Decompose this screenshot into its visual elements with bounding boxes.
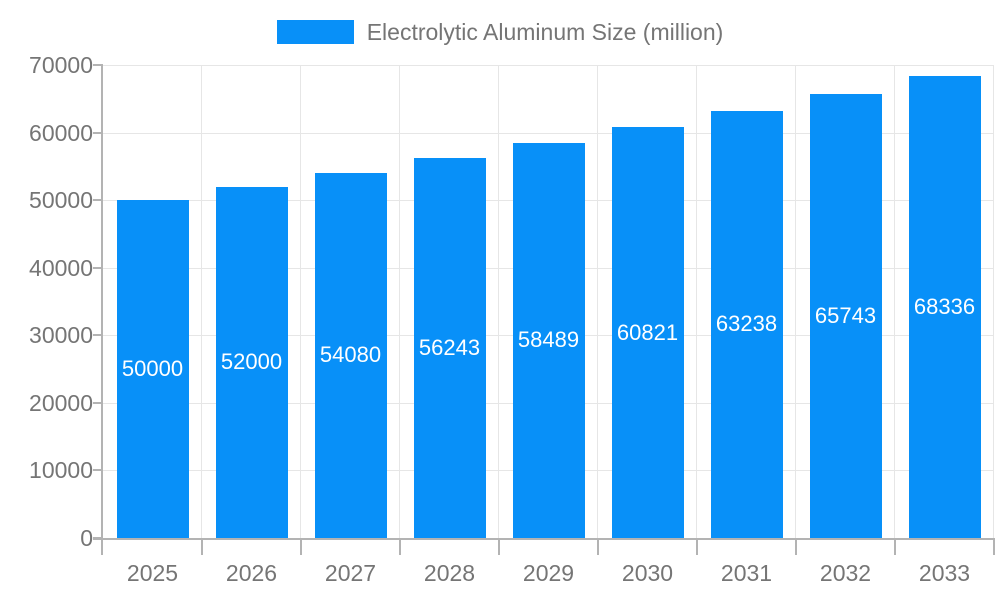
- bar[interactable]: 56243: [413, 157, 486, 538]
- bar[interactable]: 50000: [116, 200, 189, 538]
- x-axis-tick: [300, 538, 302, 555]
- x-axis-tick: [993, 538, 995, 555]
- h-gridline: [103, 65, 994, 66]
- x-axis-label: 2031: [720, 560, 773, 586]
- y-axis-tick: [93, 334, 103, 337]
- v-gridline: [597, 65, 598, 538]
- y-axis-label: 40000: [29, 254, 93, 281]
- x-axis-label: 2032: [819, 560, 872, 586]
- y-axis-label: 20000: [29, 389, 93, 416]
- v-gridline: [795, 65, 796, 538]
- y-axis-label: 50000: [29, 187, 93, 214]
- v-gridline: [399, 65, 400, 538]
- y-axis-line: [101, 65, 103, 538]
- x-axis-tick: [696, 538, 698, 555]
- legend-swatch: [276, 20, 354, 44]
- x-axis-label: 2030: [621, 560, 674, 586]
- bar[interactable]: 58489: [512, 142, 585, 538]
- bar-value-label: 68336: [913, 294, 976, 320]
- bar-value-label: 54080: [319, 342, 382, 368]
- v-gridline: [201, 65, 202, 538]
- bar[interactable]: 65743: [809, 93, 882, 538]
- x-axis-label: 2033: [918, 560, 971, 586]
- bar-value-label: 65743: [814, 302, 877, 328]
- legend-label: Electrolytic Aluminum Size (million): [366, 19, 724, 45]
- x-axis-tick: [498, 538, 500, 555]
- y-axis-tick: [93, 64, 103, 66]
- y-axis-label: 60000: [29, 119, 93, 146]
- y-axis-tick: [93, 537, 103, 539]
- x-axis-label: 2028: [423, 560, 476, 586]
- bar[interactable]: 68336: [908, 76, 981, 538]
- bar-value-label: 56243: [418, 334, 481, 360]
- x-axis-line: [93, 538, 994, 540]
- bar[interactable]: 60821: [611, 127, 684, 538]
- x-axis-label: 2025: [126, 560, 179, 586]
- y-axis-tick: [93, 401, 103, 404]
- bar[interactable]: 63238: [710, 110, 783, 538]
- y-axis-tick: [93, 131, 103, 134]
- x-axis-tick: [101, 538, 103, 555]
- plot-area: 50000 52000 54080 56243 58489 60821 63238 65743…: [93, 64, 995, 555]
- v-gridline: [696, 65, 697, 538]
- bar-value-label: 60821: [616, 319, 679, 345]
- v-gridline: [993, 65, 994, 538]
- x-axis-tick: [894, 538, 896, 555]
- x-axis-label: 2027: [324, 560, 377, 586]
- y-axis-tick: [93, 199, 103, 202]
- y-axis-label: 30000: [29, 322, 93, 349]
- bar[interactable]: 52000: [215, 186, 288, 538]
- bar-value-label: 58489: [517, 327, 580, 353]
- y-axis-label: 0: [80, 525, 93, 551]
- bar-value-label: 50000: [121, 356, 184, 382]
- x-axis-tick: [201, 538, 203, 555]
- y-axis-label: 10000: [29, 457, 93, 484]
- bar[interactable]: 54080: [314, 172, 387, 538]
- x-axis-tick: [597, 538, 599, 555]
- x-axis-label: 2026: [225, 560, 278, 586]
- bar-value-label: 52000: [220, 349, 283, 375]
- h-gridline: [103, 132, 994, 134]
- x-axis-tick: [399, 538, 401, 555]
- v-gridline: [300, 65, 301, 538]
- legend[interactable]: Electrolytic Aluminum Size (million): [0, 20, 1000, 44]
- v-gridline: [498, 65, 499, 538]
- v-gridline: [894, 65, 895, 538]
- y-axis-label: 70000: [29, 52, 93, 78]
- y-axis-tick: [93, 266, 103, 269]
- x-axis-tick: [795, 538, 797, 555]
- x-axis-label: 2029: [522, 560, 575, 586]
- y-axis-tick: [93, 469, 103, 472]
- bar-value-label: 63238: [715, 311, 778, 337]
